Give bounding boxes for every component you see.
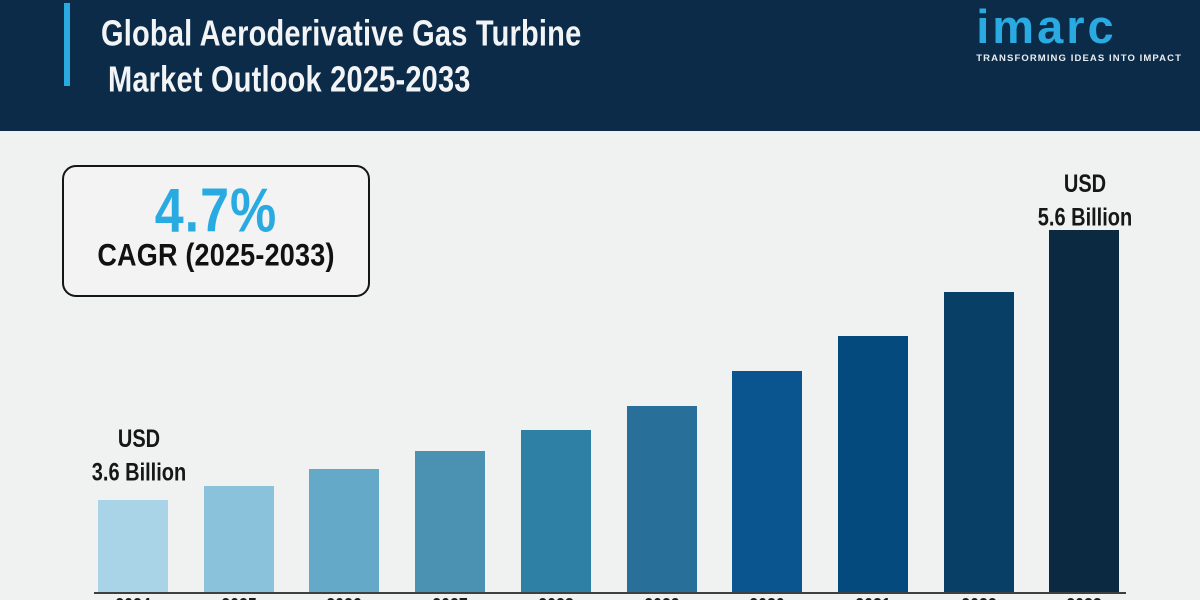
- last-bar-value-currency: USD: [1063, 170, 1107, 199]
- bar-2031: [838, 336, 908, 592]
- x-tick-label-2026: 2026: [309, 596, 379, 600]
- cagr-callout-box: 4.7% CAGR (2025-2033): [62, 165, 370, 297]
- x-axis-tick-labels: 2024 2025 2026 2027 2028 2029 2030 2031 2032 2033: [98, 596, 1128, 600]
- cagr-value: 4.7%: [154, 176, 278, 246]
- bar-2033: [1049, 230, 1119, 592]
- imarc-logo-wordmark: imarc: [976, 0, 1117, 53]
- last-bar-value-label: USD 5.6 Billion: [1038, 168, 1132, 236]
- first-bar-value-currency: USD: [117, 425, 161, 454]
- imarc-logo-tagline: TRANSFORMING IDEAS INTO IMPACT: [976, 53, 1182, 64]
- title-accent-bar: [64, 3, 70, 86]
- cagr-label: CAGR (2025-2033): [97, 238, 335, 273]
- x-tick-label-2031: 2031: [838, 596, 908, 600]
- x-tick-label-2024: 2024: [98, 596, 168, 600]
- bar-2032: [944, 292, 1014, 592]
- page-title: Global Aeroderivative Gas Turbine Market…: [101, 12, 581, 104]
- x-tick-label-2025: 2025: [204, 596, 274, 600]
- bar-2027: [415, 451, 485, 592]
- header-band: Global Aeroderivative Gas Turbine Market…: [0, 0, 1200, 131]
- bar-2030: [732, 371, 802, 592]
- bar-chart: [98, 0, 1128, 592]
- first-bar-value-label: USD 3.6 Billion: [92, 423, 186, 491]
- last-bar-value-amount: 5.6 Billion: [1037, 204, 1133, 232]
- bar-2025: [204, 486, 274, 592]
- x-axis-line: [94, 592, 1126, 594]
- x-tick-label-2032: 2032: [944, 596, 1014, 600]
- x-tick-label-2029: 2029: [627, 596, 697, 600]
- bar-2029: [627, 406, 697, 592]
- bar-2026: [309, 469, 379, 592]
- imarc-logo: imarc TRANSFORMING IDEAS INTO IMPACT: [976, 0, 1182, 64]
- x-tick-label-2028: 2028: [521, 596, 591, 600]
- x-tick-label-2033: 2033: [1049, 596, 1119, 600]
- page-title-line1: Global Aeroderivative Gas Turbine: [101, 14, 582, 55]
- first-bar-value-amount: 3.6 Billion: [91, 459, 187, 487]
- bar-2024: [98, 500, 168, 592]
- page-title-line2: Market Outlook 2025-2033: [108, 60, 471, 101]
- x-tick-label-2027: 2027: [415, 596, 485, 600]
- x-tick-label-2030: 2030: [732, 596, 802, 600]
- bar-2028: [521, 430, 591, 592]
